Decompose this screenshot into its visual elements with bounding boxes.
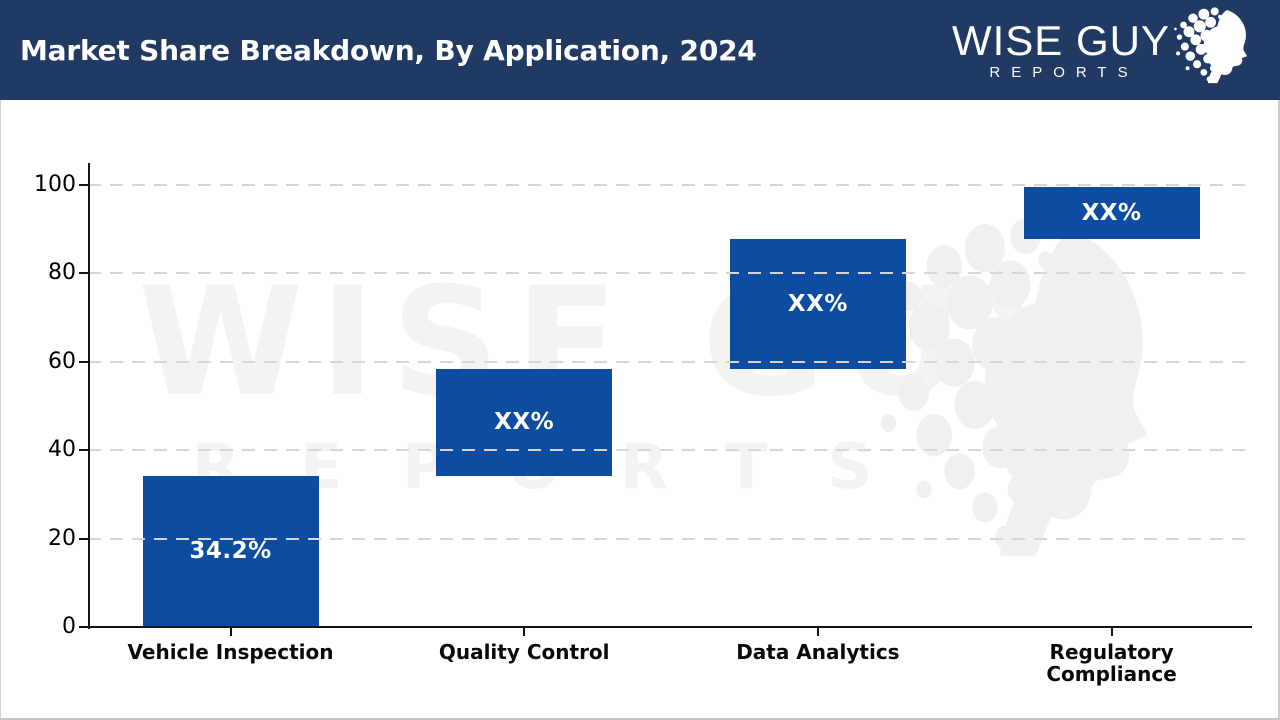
wiseguy-logo: WISE GUY REPORTS [952, 6, 1260, 94]
bar-value-label: XX% [1081, 200, 1142, 227]
y-axis [88, 163, 90, 629]
x-tickmark [816, 628, 819, 636]
x-tickmark [229, 628, 232, 636]
x-tickmark [523, 628, 526, 636]
gridline [88, 537, 1252, 540]
bar-segment [1023, 187, 1200, 239]
watermark-face-icon [873, 218, 1148, 556]
y-tick-label: 60 [48, 348, 76, 374]
bar-segment [142, 475, 319, 627]
plot-area: WISE GUY REPORTS 34.2%XX%XX%XX%020406080… [0, 100, 1280, 720]
y-tickmark [79, 537, 88, 540]
y-tickmark [79, 272, 88, 275]
x-tick-label: Regulatory Compliance [1046, 640, 1177, 686]
x-tick-label: Vehicle Inspection [127, 640, 334, 664]
logo-wordmark: WISE GUY REPORTS [951, 16, 1170, 81]
gridline [88, 449, 1252, 452]
y-tick-label: 80 [48, 260, 76, 286]
bar-segment [436, 368, 613, 476]
header: Market Share Breakdown, By Application, … [0, 0, 1280, 100]
logo-brand-text: WISE GUY [951, 16, 1170, 64]
page-title: Market Share Breakdown, By Application, … [20, 33, 757, 67]
bar-value-label: XX% [494, 409, 555, 436]
y-tick-label: 20 [48, 525, 76, 551]
y-tickmark [79, 360, 88, 363]
y-tickmark [79, 449, 88, 452]
y-tick-label: 0 [62, 614, 76, 639]
y-tick-label: 100 [34, 172, 76, 197]
y-tick-label: 40 [48, 437, 76, 463]
bar-value-label: XX% [787, 290, 848, 317]
wiseguy-face-icon [1174, 7, 1248, 84]
gridline [88, 184, 1252, 186]
gridline [88, 360, 1252, 363]
y-tickmark [79, 626, 88, 628]
bar-value-label: 34.2% [189, 538, 272, 565]
bar-segment [729, 238, 906, 369]
x-tick-label: Data Analytics [736, 640, 900, 664]
x-tick-label: Quality Control [438, 640, 610, 664]
y-tickmark [79, 184, 88, 186]
x-axis [88, 626, 1252, 628]
gridline [88, 272, 1252, 275]
x-tickmark [1110, 628, 1113, 636]
logo-subtext: REPORTS [989, 63, 1139, 81]
